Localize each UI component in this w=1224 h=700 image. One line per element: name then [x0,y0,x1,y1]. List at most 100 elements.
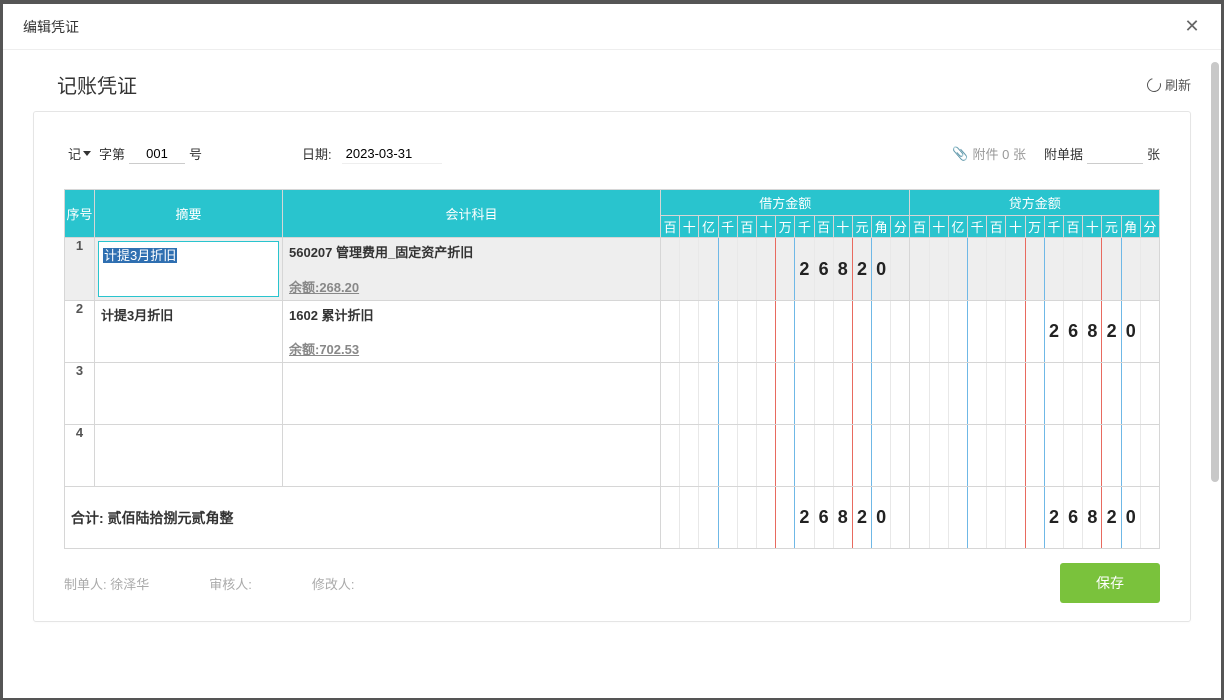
total-label-cell: 合计: 贰佰陆拾捌元贰角整 [65,487,661,549]
digit-slot [737,301,756,362]
credit-cell[interactable] [910,363,1160,425]
credit-cell[interactable]: 26820 [910,301,1160,363]
account-cell[interactable] [283,425,661,487]
digit-slot [910,425,928,486]
attachment-label: 附件 0 张 [973,144,1026,163]
digit-slot [910,487,928,548]
digit-slot [1044,238,1063,300]
voucher-number-input[interactable] [129,144,185,164]
scrollbar-thumb[interactable] [1211,62,1219,482]
digit-slot: 8 [833,487,852,548]
digit-slot [1025,363,1044,424]
digit-header: 亿 [948,216,967,238]
digit-slot [948,487,967,548]
debit-cell[interactable] [661,425,910,487]
summary-text: 计提3月折旧 [103,248,177,263]
digit-header: 百 [661,216,680,238]
digit-slot: 2 [852,238,871,300]
digit-slot: 8 [833,238,852,300]
col-credit-header: 贷方金额 [910,190,1160,216]
attach-form-label: 附单据 [1044,144,1083,163]
credit-cell[interactable] [910,238,1160,301]
digit-slot [1063,363,1082,424]
digit-slot: 2 [794,487,813,548]
digit-slot [679,301,698,362]
debit-cell[interactable]: 26820 [661,238,910,301]
digit-slot [833,425,852,486]
debit-cell[interactable] [661,363,910,425]
digit-slot [871,301,890,362]
digit-header: 十 [929,216,948,238]
digit-slot [1082,238,1101,300]
voucher-meta-row: 记 字第 号 日期: 📎 附件 0 张 [64,142,1160,165]
voucher-prefix-select[interactable]: 记 [64,142,95,165]
digit-slot [775,363,794,424]
account-cell[interactable]: 560207 管理费用_固定资产折旧余额:268.20 [283,238,661,301]
digit-slot [661,363,679,424]
hao-label: 号 [189,144,202,163]
zhang-label: 张 [1147,144,1160,163]
digit-slot: 2 [794,238,813,300]
digit-slot [986,425,1005,486]
digit-slot [1140,301,1159,362]
table-row: 3 [65,363,1160,425]
digit-slot: 6 [1063,301,1082,362]
digit-slot [986,363,1005,424]
digit-slot: 8 [1082,301,1101,362]
digit-header: 十 [1006,216,1025,238]
auditor-label: 审核人: [209,577,252,592]
digit-slot [1082,425,1101,486]
digit-slot [1140,487,1159,548]
digit-slot [1044,363,1063,424]
digit-slot [852,425,871,486]
credit-cell[interactable] [910,425,1160,487]
summary-cell[interactable]: 计提3月折旧 [95,301,283,363]
summary-cell[interactable] [95,363,283,425]
row-index: 2 [65,301,95,363]
digit-slot [718,301,737,362]
digit-slot [718,487,737,548]
digit-slot [661,238,679,300]
digit-slot [679,238,698,300]
debit-cell[interactable] [661,301,910,363]
digit-slot [871,425,890,486]
close-icon[interactable]: ✕ [1183,16,1201,37]
total-amount-words: 贰佰陆拾捌元贰角整 [108,510,234,526]
digit-slot [967,363,986,424]
refresh-button[interactable]: 刷新 [1147,75,1191,94]
col-account-header: 会计科目 [283,190,661,238]
digit-slot [833,363,852,424]
summary-text [95,425,282,433]
attachment-button[interactable]: 📎 附件 0 张 [952,144,1026,163]
digit-slot [967,301,986,362]
table-row: 4 [65,425,1160,487]
digit-slot [814,301,833,362]
digit-slot: 2 [1101,487,1120,548]
digit-slot [679,425,698,486]
summary-input[interactable]: 计提3月折旧 [98,241,279,297]
digit-slot: 2 [1101,301,1120,362]
scrollbar-track[interactable] [1211,62,1219,642]
chevron-down-icon [83,151,91,156]
save-button[interactable]: 保存 [1060,563,1160,603]
paperclip-icon: 📎 [952,146,968,162]
account-cell[interactable]: 1602 累计折旧余额:702.53 [283,301,661,363]
digit-slot [1121,238,1140,300]
voucher-card: 记 字第 号 日期: 📎 附件 0 张 [33,111,1191,622]
digit-slot [967,487,986,548]
modal-header: 编辑凭证 ✕ [3,4,1221,50]
voucher-footer: 制单人: 徐泽华 审核人: 修改人: 保存 [64,563,1160,603]
total-credit-cell: 26820 [910,487,1160,549]
digit-header: 元 [1102,216,1121,238]
voucher-date-input[interactable] [342,144,442,164]
digit-header: 百 [814,216,833,238]
account-balance: 余额:268.20 [289,277,359,296]
account-cell[interactable] [283,363,661,425]
digit-slot [679,363,698,424]
digit-slot [1005,425,1024,486]
digit-slot [1005,238,1024,300]
summary-cell[interactable]: 计提3月折旧 [95,238,283,301]
attach-count-input[interactable] [1087,144,1143,164]
summary-cell[interactable] [95,425,283,487]
col-summary-header: 摘要 [95,190,283,238]
